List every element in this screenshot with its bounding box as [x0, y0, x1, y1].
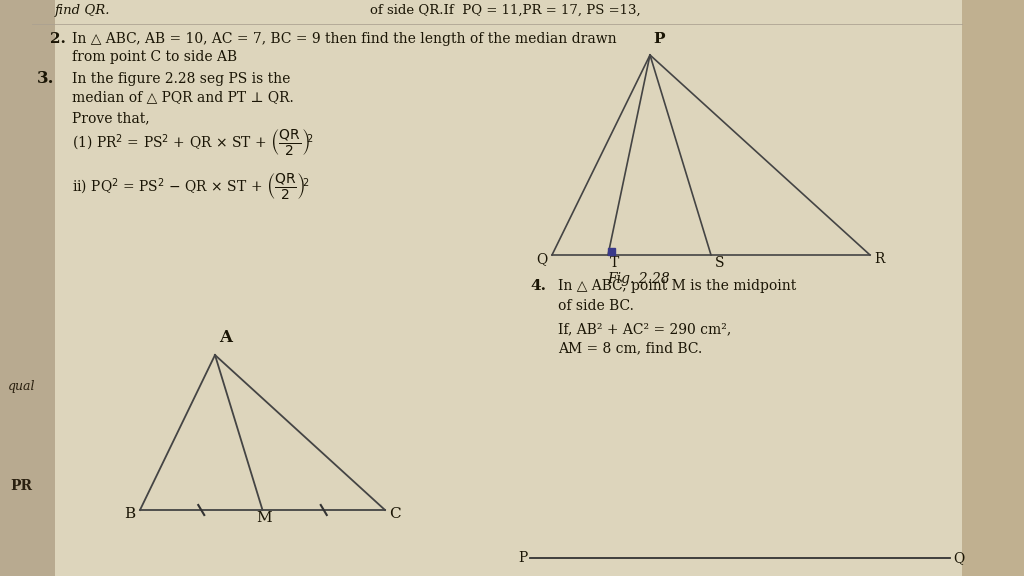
- Text: ii) PQ$^2$ = PS$^2$ $-$ QR $\times$ ST + $\left(\dfrac{\mathrm{QR}}{2}\right)^{\: ii) PQ$^2$ = PS$^2$ $-$ QR $\times$ ST +…: [72, 171, 309, 202]
- Text: Prove that,: Prove that,: [72, 111, 150, 125]
- Text: of side BC.: of side BC.: [558, 299, 634, 313]
- Bar: [0, 0, 55, 576]
- Text: P: P: [653, 32, 665, 46]
- Bar: [608, 248, 615, 255]
- Text: A: A: [219, 329, 232, 346]
- Text: In △ ABC, AB = 10, AC = 7, BC = 9 then find the length of the median drawn: In △ ABC, AB = 10, AC = 7, BC = 9 then f…: [72, 32, 616, 46]
- Text: If, AB² + AC² = 290 cm²,: If, AB² + AC² = 290 cm²,: [558, 322, 731, 336]
- Text: 2.: 2.: [50, 32, 66, 46]
- Text: Q: Q: [953, 551, 965, 565]
- Text: qual: qual: [8, 380, 36, 393]
- Bar: [962, 0, 1024, 576]
- Text: find QR.: find QR.: [55, 4, 111, 17]
- Text: In the figure 2.28 seg PS is the: In the figure 2.28 seg PS is the: [72, 72, 291, 86]
- Text: 4.: 4.: [530, 279, 546, 293]
- Text: In △ ABC, point M is the midpoint: In △ ABC, point M is the midpoint: [558, 279, 797, 293]
- Text: S: S: [715, 256, 725, 270]
- Text: from point C to side AB: from point C to side AB: [72, 50, 238, 64]
- Text: PR: PR: [10, 479, 32, 493]
- Text: 3.: 3.: [37, 70, 54, 87]
- Text: C: C: [389, 507, 400, 521]
- Text: median of △ PQR and PT ⊥ QR.: median of △ PQR and PT ⊥ QR.: [72, 90, 294, 104]
- Text: M: M: [256, 511, 272, 525]
- Text: T: T: [610, 256, 620, 270]
- Text: AM = 8 cm, find BC.: AM = 8 cm, find BC.: [558, 341, 702, 355]
- Text: R: R: [874, 252, 885, 266]
- Text: of side QR.If  PQ = 11,PR = 17, PS =13,: of side QR.If PQ = 11,PR = 17, PS =13,: [370, 4, 641, 17]
- Text: Q: Q: [536, 252, 547, 266]
- Text: (1) PR$^2$ = PS$^2$ + QR $\times$ ST + $\left(\dfrac{\mathrm{QR}}{2}\right)^{\!\: (1) PR$^2$ = PS$^2$ + QR $\times$ ST + $…: [72, 127, 314, 158]
- Text: Fig. 2.28: Fig. 2.28: [607, 272, 670, 286]
- Text: B: B: [124, 507, 135, 521]
- Text: P: P: [518, 551, 527, 565]
